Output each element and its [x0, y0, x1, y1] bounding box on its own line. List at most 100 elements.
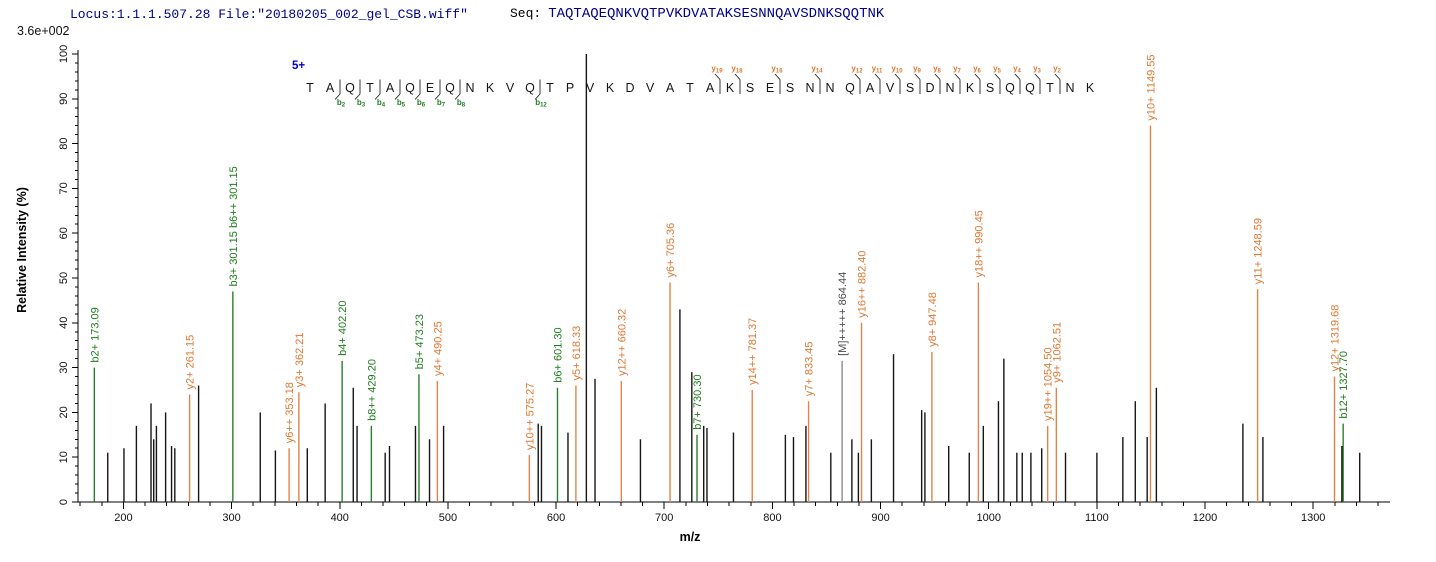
sequence-residue: K	[606, 81, 615, 95]
y-tick-label: 40	[58, 317, 70, 329]
fragment-ion-label: y2	[1053, 64, 1061, 75]
fragment-ion-label: b2	[337, 98, 346, 109]
peak-label: y6++ 353.18	[284, 382, 296, 443]
fragment-ion-label: y9	[913, 64, 921, 75]
peak-label: y11+ 1248.59	[1253, 218, 1265, 284]
peak-label: y8+ 947.48	[927, 292, 939, 347]
sequence-residue: Q	[405, 81, 415, 95]
peak-label: y2+ 261.15	[185, 335, 197, 390]
x-tick-label: 200	[114, 512, 132, 524]
x-tick-label: 600	[547, 512, 565, 524]
fragment-ion-label: y19	[711, 64, 723, 75]
y-axis-ticks: 0 10 20 30 40 50 60 70 80 90 100	[58, 45, 78, 505]
sequence-residue: A	[866, 81, 875, 95]
sequence-residue: S	[746, 81, 754, 95]
sequence-residue: D	[625, 81, 634, 95]
sequence-residue: A	[706, 81, 715, 95]
fragment-ion-label: y10	[891, 64, 903, 75]
sequence-residue: T	[686, 81, 694, 95]
x-tick-label: 1300	[1301, 512, 1325, 524]
peak-label: y4+ 490.25	[432, 321, 444, 376]
peak-label: y10++ 575.27	[524, 383, 536, 450]
sequence-residue: Q	[345, 81, 355, 95]
axis-titles: Relative Intensity (%) m/z	[15, 187, 700, 544]
y-tick-label: 90	[58, 93, 70, 105]
sequence-residue: K	[726, 81, 735, 95]
fragment-ion-label: y12	[851, 64, 863, 75]
peak-label: y7+ 833.45	[804, 341, 816, 396]
y-tick-label: 50	[58, 272, 70, 284]
sequence-residue: E	[426, 81, 434, 95]
sequence-residue: E	[766, 81, 774, 95]
x-tick-label: 800	[763, 512, 781, 524]
sequence-residue: A	[326, 81, 335, 95]
x-tick-label: 1100	[1085, 512, 1109, 524]
sequence-residue: A	[386, 81, 395, 95]
peak-label: b2+ 173.09	[89, 307, 101, 362]
y-tick-label: 100	[58, 45, 70, 63]
sequence-residue: N	[1065, 81, 1074, 95]
y-tick-label: 80	[58, 137, 70, 149]
sequence-residue: D	[925, 81, 934, 95]
sequence-residue: V	[506, 81, 515, 95]
sequence-residue: N	[825, 81, 834, 95]
peak-label: y19++ 1054.50	[1043, 347, 1055, 420]
peak-label: y10+ 1149.55	[1145, 55, 1157, 121]
peak-label: y12++ 660.32	[616, 309, 628, 376]
sequence-residue: K	[486, 81, 495, 95]
peak-label: y18++ 990.45	[973, 210, 985, 277]
fragment-ion-label: y8	[933, 64, 941, 75]
peak-label: y5+ 618.33	[571, 326, 583, 381]
sequence-residue: Q	[1025, 81, 1035, 95]
peak-label: b5+ 473.23	[414, 314, 426, 369]
precursor-charge-label: 5+	[292, 60, 305, 72]
fragment-ion-label: y14	[811, 64, 823, 75]
peak-label: y9+ 1062.51	[1051, 322, 1063, 383]
sequence-residue: N	[465, 81, 474, 95]
y-tick-label: 30	[58, 361, 70, 373]
sequence-residue: T	[306, 81, 314, 95]
fragment-ion-label: b7	[437, 98, 446, 109]
sequence-residue: N	[945, 81, 954, 95]
header-locus-file: Locus:1.1.1.507.28 File:"20180205_002_ge…	[70, 7, 468, 22]
peaks	[93, 54, 1361, 502]
peak-label: y3+ 362.21	[294, 332, 306, 387]
sequence-residue: Q	[1005, 81, 1015, 95]
sequence-residue: P	[566, 81, 574, 95]
fragment-ion-label: y7	[953, 64, 961, 75]
sequence-residue: T	[546, 81, 554, 95]
sequence-residue: V	[886, 81, 895, 95]
peak-label: y12+ 1319.68	[1329, 305, 1341, 372]
y-axis-title: Relative Intensity (%)	[15, 187, 29, 313]
sequence-residue: T	[366, 81, 374, 95]
sequence-residue: K	[966, 81, 975, 95]
x-tick-label: 700	[655, 512, 673, 524]
x-tick-label: 300	[222, 512, 240, 524]
sequence-residue: S	[906, 81, 914, 95]
peak-label: y14++ 781.37	[747, 318, 759, 385]
y-tick-label: 70	[58, 182, 70, 194]
peak-label: b8++ 429.20	[366, 359, 378, 421]
fragment-ion-label: b8	[457, 98, 466, 109]
sequence-residue: N	[805, 81, 814, 95]
y-tick-label: 60	[58, 227, 70, 239]
fragment-ion-label: y16	[771, 64, 783, 75]
x-tick-label: 1200	[1193, 512, 1217, 524]
sequence-residue: Q	[445, 81, 455, 95]
peak-label: b3+ 301.15 b6++ 301.15	[228, 166, 240, 286]
fragment-ion-label: y5	[993, 64, 1001, 75]
sequence-residue: S	[786, 81, 794, 95]
y-tick-label: 10	[58, 451, 70, 463]
fragment-ion-label: b6	[417, 98, 426, 109]
y-tick-label: 0	[58, 499, 70, 505]
y-tick-label: 20	[58, 406, 70, 418]
peak-label: y6+ 705.36	[665, 223, 677, 278]
seq-value: TAQTAQEQNKVQTPVKDVATAKSESNNQAVSDNKSQQTNK	[548, 6, 885, 22]
peak-label: b4+ 402.20	[337, 301, 349, 356]
x-axis-ticks: 200 300 400 500 600 700 800 900 1000 1100 1200 1300	[79, 502, 1379, 524]
sequence-annotation: 5+T A Q T A Q E Q N K V Q T P V K D V A T A K S E S N N Q A V S D N K S Q Q T…	[292, 60, 1095, 109]
x-tick-label: 900	[871, 512, 889, 524]
peak-label: [M]+++++ 864.44	[837, 272, 849, 356]
sequence-residue: A	[666, 81, 675, 95]
